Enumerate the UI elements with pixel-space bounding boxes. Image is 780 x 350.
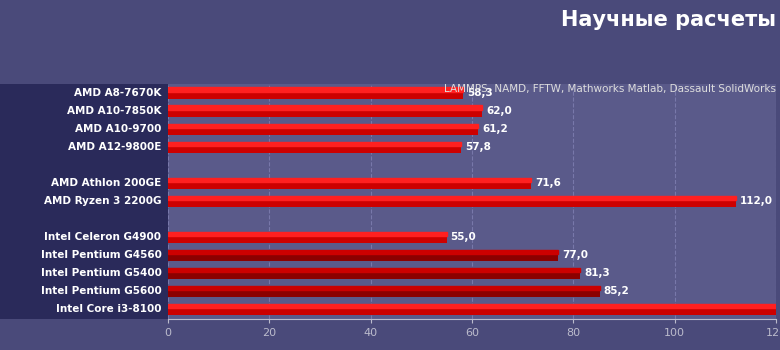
Bar (168, 88, 463, 99)
Bar (168, 196, 736, 207)
Text: Научные расчеты: Научные расчеты (561, 10, 776, 30)
Text: AMD A8-7670K: AMD A8-7670K (74, 88, 161, 98)
Text: AMD Athlon 200GE: AMD Athlon 200GE (51, 178, 161, 188)
Text: Intel Core i3-8100: Intel Core i3-8100 (56, 304, 161, 315)
Bar (168, 232, 446, 236)
Text: 85,2: 85,2 (604, 286, 629, 296)
Bar (168, 105, 482, 110)
Bar (168, 196, 736, 200)
Text: Intel Pentium G5400: Intel Pentium G5400 (41, 268, 161, 278)
Bar (168, 141, 461, 153)
Bar (168, 177, 530, 182)
Text: Intel Pentium G5600: Intel Pentium G5600 (41, 286, 161, 296)
Bar (168, 141, 461, 146)
Bar (168, 250, 558, 254)
Bar (168, 105, 482, 117)
Text: AMD A10-7850K: AMD A10-7850K (67, 106, 161, 116)
Bar (168, 286, 600, 297)
Bar (168, 268, 580, 272)
Text: 58,3: 58,3 (467, 88, 493, 98)
Text: 112,0: 112,0 (739, 196, 773, 206)
Text: 62,0: 62,0 (486, 106, 512, 116)
Bar (168, 250, 558, 261)
Text: 81,3: 81,3 (584, 268, 610, 278)
Text: AMD A10-9700: AMD A10-9700 (75, 124, 161, 134)
Bar (168, 268, 580, 279)
Text: LAMMPS, NAMD, FFTW, Mathworks Matlab, Dassault SolidWorks: LAMMPS, NAMD, FFTW, Mathworks Matlab, Da… (444, 84, 776, 94)
Bar (168, 304, 780, 308)
Text: 55,0: 55,0 (451, 232, 477, 242)
Text: AMD A12-9800E: AMD A12-9800E (68, 142, 161, 152)
Text: 77,0: 77,0 (562, 250, 588, 260)
Bar (168, 177, 530, 189)
Bar (168, 286, 600, 290)
Bar (168, 124, 478, 128)
Text: AMD Ryzen 3 2200G: AMD Ryzen 3 2200G (44, 196, 161, 206)
Bar (168, 232, 446, 243)
Bar (168, 88, 463, 92)
Text: 57,8: 57,8 (465, 142, 491, 152)
Bar (168, 124, 478, 135)
Text: Intel Celeron G4900: Intel Celeron G4900 (44, 232, 161, 242)
Text: 71,6: 71,6 (535, 178, 561, 188)
Bar (168, 304, 780, 315)
Text: Intel Pentium G4560: Intel Pentium G4560 (41, 250, 161, 260)
Text: 61,2: 61,2 (482, 124, 508, 134)
